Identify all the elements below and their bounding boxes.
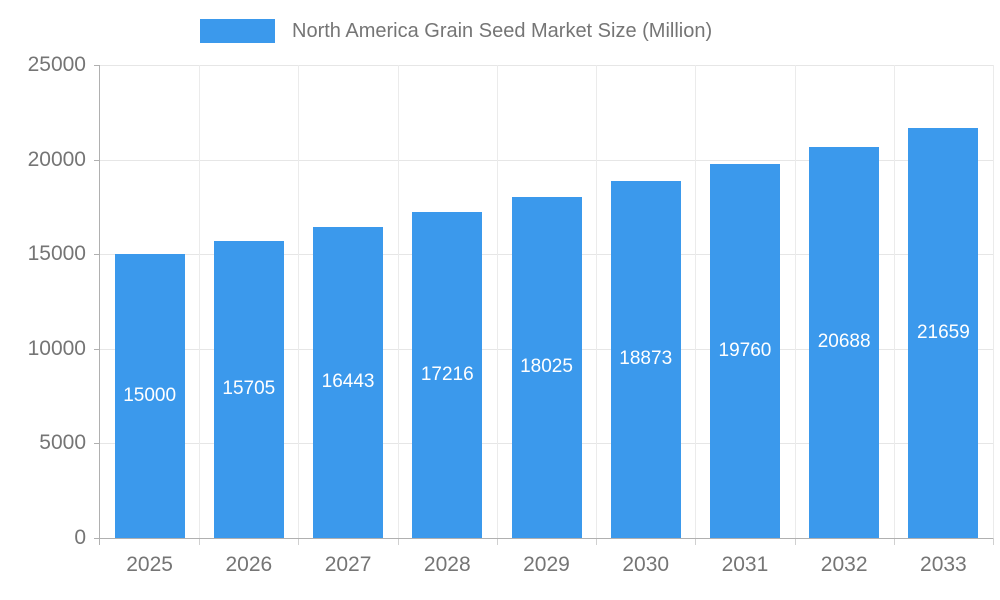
gridline-vertical [596, 65, 598, 538]
x-axis-tick [695, 538, 697, 545]
y-axis-label: 25000 [27, 53, 86, 76]
x-axis-tick [496, 538, 498, 545]
y-axis-tick [94, 65, 100, 66]
x-axis-tick [596, 538, 598, 545]
x-axis-label: 2028 [423, 553, 471, 576]
bar-value-label: 18873 [619, 348, 673, 370]
x-axis-label: 2025 [126, 553, 173, 576]
x-axis-line [94, 538, 993, 539]
bar: 20688 [809, 146, 880, 538]
bar-value-label: 18025 [520, 356, 573, 378]
x-axis-label: 2032 [820, 553, 868, 576]
gridline-vertical [794, 65, 796, 538]
x-axis-tick [993, 538, 994, 545]
bar: 18873 [610, 180, 681, 538]
gridline-vertical [695, 65, 697, 538]
plot-area: 15000 15705 16443 17216 18025 18873 19760 20688… [100, 65, 994, 538]
bar: 17216 [412, 212, 483, 538]
bar: 16443 [313, 226, 384, 538]
x-axis-label: 2033 [920, 553, 967, 576]
bar: 21659 [908, 128, 979, 538]
gridline-vertical [199, 65, 201, 538]
gridline-vertical [893, 65, 895, 538]
y-axis-label: 15000 [27, 242, 86, 266]
x-axis-label: 2029 [523, 553, 570, 576]
y-axis-tick [94, 443, 100, 445]
bar-value-label: 15705 [222, 378, 276, 400]
gridline-horizontal [100, 159, 993, 161]
y-axis-tick [94, 348, 100, 350]
bar-value-label: 21659 [916, 322, 970, 344]
bar-value-label: 20688 [817, 331, 871, 353]
x-axis-label: 2030 [622, 553, 670, 576]
y-axis-label: 5000 [39, 431, 86, 455]
bar-value-label: 19760 [718, 340, 772, 362]
gridline-vertical [397, 65, 399, 538]
x-axis-tick [794, 538, 796, 545]
y-axis-tick [94, 254, 100, 256]
x-axis-label: 2031 [721, 553, 769, 576]
x-axis-label: 2026 [225, 553, 273, 576]
y-axis-tick [94, 159, 100, 161]
bar: 15000 [114, 254, 185, 538]
x-axis-tick [397, 538, 399, 545]
bar-value-label: 15000 [123, 385, 177, 407]
bar-value-label: 17216 [420, 364, 474, 386]
bar: 19760 [709, 164, 780, 538]
x-axis-label: 2027 [324, 553, 372, 576]
gridline-horizontal [100, 65, 993, 66]
y-axis-label: 20000 [27, 147, 86, 171]
legend-label: North America Grain Seed Market Size (Mi… [292, 20, 713, 42]
bar-value-label: 16443 [321, 371, 375, 393]
x-axis-tick [893, 538, 895, 545]
gridline-vertical [993, 65, 994, 538]
y-axis-label: 0 [74, 526, 86, 549]
y-axis-line [99, 65, 100, 545]
gridline-vertical [298, 65, 300, 538]
legend-swatch [200, 19, 275, 43]
x-axis-tick [199, 538, 201, 545]
bar: 18025 [511, 196, 582, 538]
x-axis-tick [298, 538, 300, 545]
y-axis-label: 10000 [27, 336, 86, 360]
legend-item[interactable]: North America Grain Seed Market Size (Mi… [200, 19, 712, 43]
gridline-vertical [496, 65, 498, 538]
bar: 15705 [213, 240, 284, 538]
